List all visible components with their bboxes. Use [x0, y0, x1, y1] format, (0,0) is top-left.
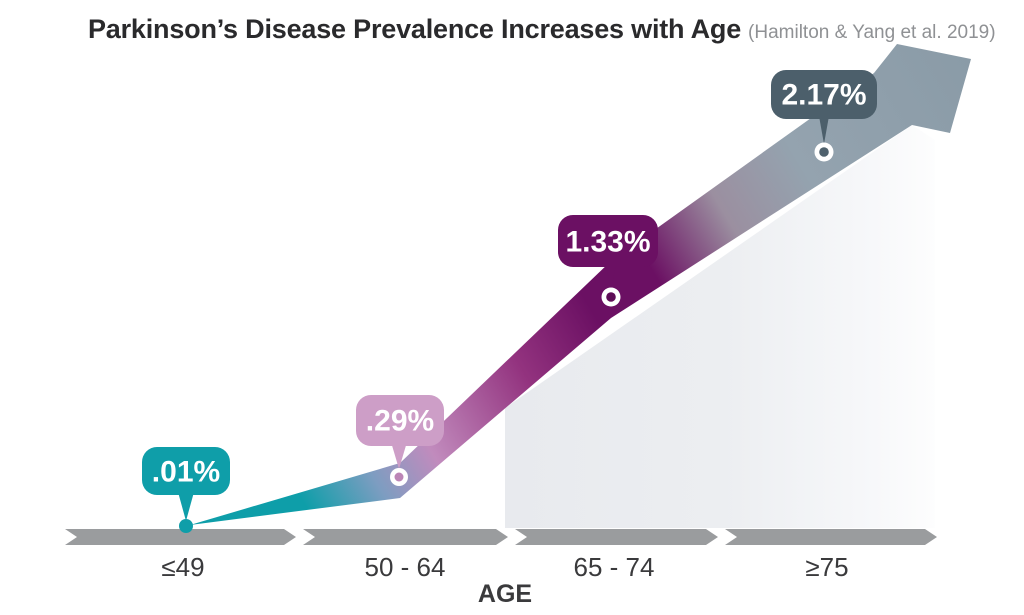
callout-label-4: 2.17% [781, 79, 866, 112]
callout-label-1: .01% [152, 456, 220, 489]
callout-point-2: .29% [356, 395, 444, 486]
axis-segment-3 [515, 529, 718, 545]
callout-point-4: 2.17% [771, 70, 877, 162]
axis-tick-label-1: ≤49 [161, 552, 204, 582]
callout-bubble-4 [771, 70, 877, 119]
callout-tail-2 [391, 442, 407, 469]
callout-tail-1 [178, 492, 194, 521]
axis-segment-2 [303, 529, 508, 545]
axis-tick-label-3: 65 - 74 [574, 552, 655, 582]
callout-tail-4 [819, 116, 829, 144]
axis-title: AGE [478, 580, 532, 608]
callout-tail-3 [606, 264, 616, 289]
source-citation: (Hamilton & Yang et al. 2019) [748, 22, 996, 43]
data-point-marker-1 [179, 519, 193, 533]
x-axis [65, 529, 937, 545]
trend-arrow [190, 44, 971, 525]
axis-tick-label-2: 50 - 64 [365, 552, 446, 582]
data-point-marker-4 [819, 147, 829, 157]
axis-segment-1 [65, 529, 296, 545]
callout-label-3: 1.33% [565, 226, 650, 259]
axis-tick-label-4: ≥75 [805, 552, 848, 582]
callout-point-3: 1.33% [558, 215, 658, 307]
data-point-marker-2 [394, 472, 404, 482]
axis-segment-4 [725, 529, 937, 545]
callout-point-1: .01% [142, 447, 230, 533]
area-underlay [505, 125, 935, 528]
data-point-marker-3 [606, 292, 616, 302]
page-title: Parkinson’s Disease Prevalence Increases… [88, 14, 742, 44]
title-row: Parkinson’s Disease Prevalence Increases… [88, 14, 996, 45]
callout-label-2: .29% [366, 405, 434, 438]
callout-bubble-3 [558, 215, 658, 267]
callout-bubble-1 [142, 447, 230, 495]
callout-bubble-2 [356, 395, 444, 446]
